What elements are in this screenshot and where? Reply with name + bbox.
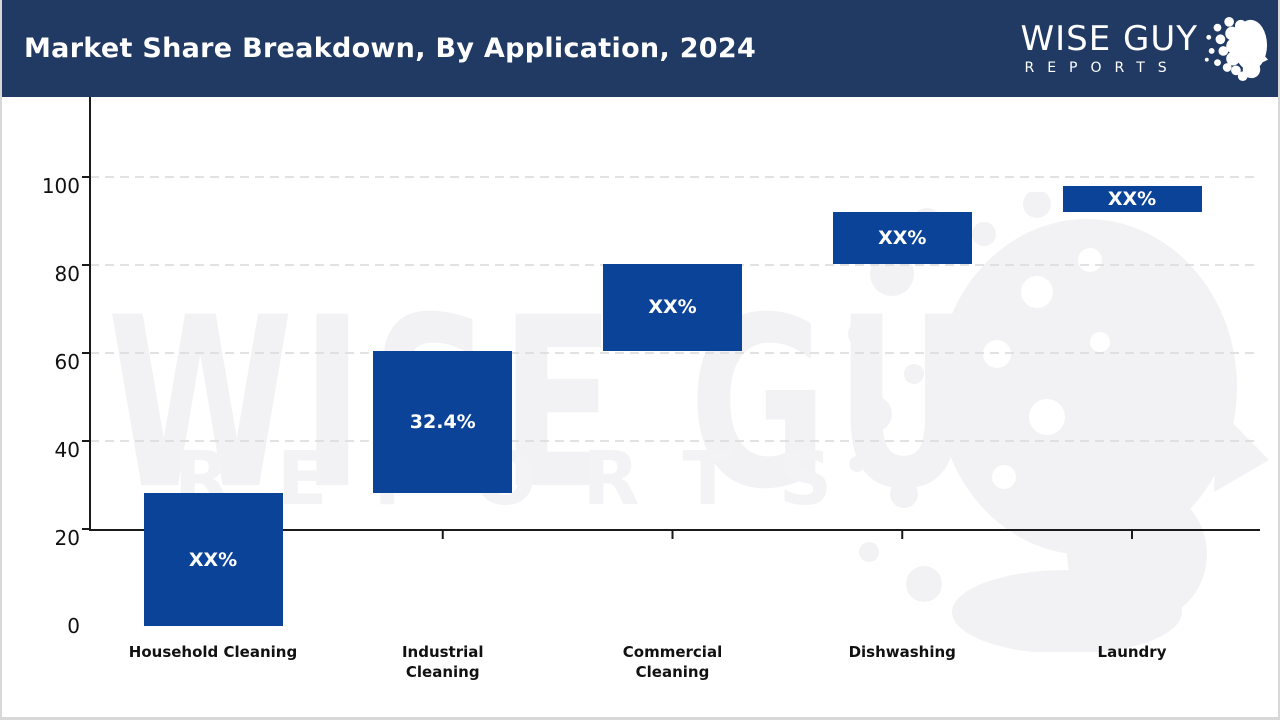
bar-commercial-cleaning: XX%: [603, 264, 742, 351]
chart-title: Market Share Breakdown, By Application, …: [24, 33, 757, 64]
y-axis-tick-label-80: 80: [54, 262, 80, 286]
x-axis-label-commercial-cleaning: Commercial Cleaning: [622, 643, 723, 681]
x-axis-label-household-cleaning: Household Cleaning: [128, 643, 298, 661]
logo-tagline: REPORTS: [1024, 59, 1180, 76]
bar-value-label-industrial-cleaning: 32.4%: [409, 410, 476, 433]
bar-value-label-household-cleaning: XX%: [188, 548, 238, 571]
bar-household-cleaning: XX%: [143, 493, 283, 626]
bar-laundry: XX%: [1062, 186, 1202, 212]
bar-dishwashing: XX%: [832, 211, 972, 265]
chart-plot-area: WISE GUY REPORTS: [2, 97, 1278, 717]
y-axis-tick-label-0: 0: [67, 614, 80, 638]
bar-value-label-dishwashing: XX%: [878, 227, 927, 250]
bar-value-label-commercial-cleaning: XX%: [648, 296, 697, 319]
x-axis-label-dishwashing: Dishwashing: [848, 643, 956, 661]
y-axis-tick-label-100: 100: [41, 174, 80, 198]
logo-text: WISE GUY REPORTS: [1020, 21, 1198, 77]
x-axis-label-industrial-cleaning: Industrial Cleaning: [401, 643, 484, 681]
x-axis-label-laundry: Laundry: [1097, 643, 1167, 661]
header-banner: Market Share Breakdown, By Application, …: [2, 0, 1278, 97]
logo-face-icon: [1204, 16, 1268, 81]
bar-value-label-laundry: XX%: [1107, 187, 1157, 210]
y-axis-tick-label-40: 40: [54, 438, 80, 462]
watermark-face-icon: [848, 192, 1269, 652]
y-axis-tick-label-60: 60: [54, 350, 80, 374]
y-axis-tick-label-20: 20: [54, 526, 80, 550]
bar-industrial-cleaning: 32.4%: [373, 350, 513, 494]
wise-guy-logo: WISE GUY REPORTS: [1020, 14, 1268, 84]
logo-wordmark: WISE GUY: [1020, 18, 1198, 59]
